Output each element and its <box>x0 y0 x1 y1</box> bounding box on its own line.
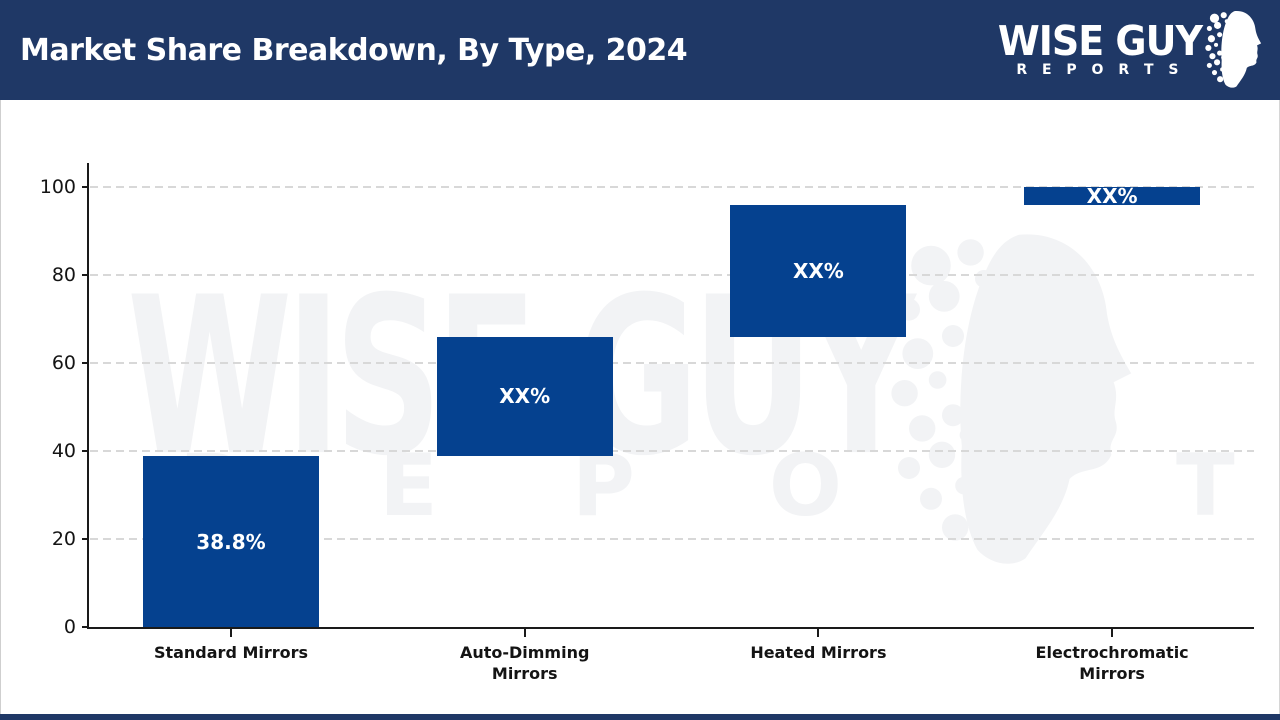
y-tick-mark <box>82 626 89 628</box>
bar-value-label-standard-mirrors: 38.8% <box>196 529 266 554</box>
bar-value-label-auto-dimming-mirrors: XX% <box>499 384 551 409</box>
y-tick-mark <box>82 362 89 364</box>
category-label-auto-dimming-mirrors: Auto-Dimming Mirrors <box>459 643 590 683</box>
x-tick-mark <box>230 629 232 637</box>
wise-guy-logo: WISE GUY R E P O R T S <box>998 9 1266 91</box>
gridline-20 <box>90 538 1254 540</box>
chart-area: WISE GUY R E P O R T S 02040608010038.8%… <box>0 100 1280 714</box>
x-tick-mark <box>817 629 820 637</box>
bar-electrochromatic-mirrors <box>1024 187 1201 205</box>
gridline-60 <box>90 362 1254 364</box>
waterfall-chart: 0 20 40 60 80 100 38.8% Standard Mirrors XX% Auto… <box>1 100 1279 714</box>
y-tick-mark <box>82 274 89 276</box>
chart-title: Market Share Breakdown, By Type, 2024 <box>20 32 688 68</box>
gridline-100 <box>90 186 1254 188</box>
footer-bar <box>0 714 1280 720</box>
x-tick-mark <box>1111 629 1114 637</box>
bar-value-label-electrochromatic-mirrors: XX% <box>1086 183 1138 208</box>
y-tick-label: 80 <box>51 264 76 286</box>
logo-head-icon <box>1205 10 1262 88</box>
gridline-40 <box>90 450 1254 452</box>
category-label-standard-mirrors: Standard Mirrors <box>153 643 309 662</box>
bar-standard-mirrors <box>143 456 319 627</box>
y-tick-label: 60 <box>51 352 76 374</box>
x-axis-line <box>87 627 1254 629</box>
category-label-electrochromatic-mirrors: Electrochromatic Mirrors <box>1035 643 1189 683</box>
logo-wordmark: WISE GUY <box>997 17 1203 65</box>
bar-heated-mirrors <box>730 204 907 337</box>
bar-auto-dimming-mirrors <box>436 336 613 457</box>
bar-value-label-heated-mirrors: XX% <box>792 258 844 283</box>
y-tick-mark <box>82 450 89 452</box>
category-label-heated-mirrors: Heated Mirrors <box>750 643 887 662</box>
y-tick-label: 40 <box>51 440 76 462</box>
y-tick-label: 100 <box>39 176 76 198</box>
y-tick-mark <box>82 186 89 188</box>
logo-text: WISE GUY R E P O R T S <box>997 17 1203 78</box>
y-tick-mark <box>82 538 89 540</box>
y-tick-label: 20 <box>51 528 76 550</box>
y-axis-line <box>87 163 89 629</box>
y-tick-label: 0 <box>63 616 76 638</box>
header: Market Share Breakdown, By Type, 2024 WI… <box>0 0 1280 100</box>
x-tick-mark <box>523 629 526 637</box>
gridline-80 <box>90 274 1254 276</box>
logo-subtitle: R E P O R T S <box>1016 62 1184 78</box>
